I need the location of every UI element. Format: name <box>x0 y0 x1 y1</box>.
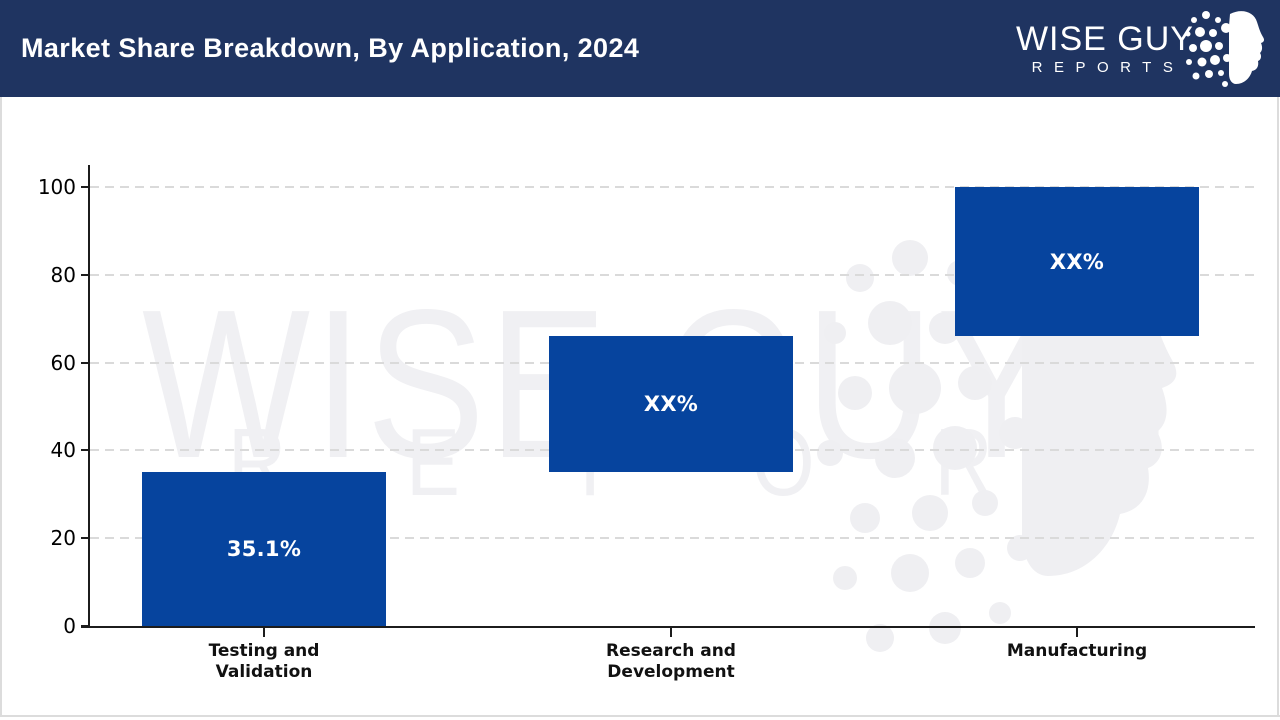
category-label-line: Research and <box>606 641 736 661</box>
category-label-line: Manufacturing <box>1006 641 1148 661</box>
category-label-line: Validation <box>215 662 313 682</box>
bar-value-label: XX% <box>1049 249 1105 274</box>
y-tick-label: 0 <box>63 614 76 638</box>
y-tick-label: 80 <box>50 262 76 287</box>
category-label-line: Development <box>607 662 735 682</box>
y-tick <box>81 273 88 276</box>
frame-left <box>0 97 2 717</box>
category-label: Research and Development <box>541 641 801 683</box>
page-title: Market Share Breakdown, By Application, … <box>21 33 640 63</box>
y-tick <box>81 449 88 452</box>
category-label: Manufacturing <box>947 641 1207 662</box>
y-tick-label: 40 <box>50 438 76 463</box>
y-tick-label: 20 <box>50 526 76 551</box>
bar-value-label: 35.1% <box>226 536 302 561</box>
market-share-bar: 35.1% <box>142 471 386 626</box>
y-axis-line <box>88 165 90 628</box>
x-tick <box>263 628 265 637</box>
logo-subtitle: REPORTS <box>1031 58 1185 76</box>
y-gridline <box>90 273 1258 276</box>
x-tick <box>670 628 672 637</box>
y-gridline <box>90 537 1258 540</box>
y-tick-label: 100 <box>37 175 76 199</box>
y-tick <box>81 186 88 188</box>
bar-value-label: XX% <box>643 391 699 416</box>
header-bar: Market Share Breakdown, By Application, … <box>0 0 1280 97</box>
category-label-line: Testing and <box>208 641 320 661</box>
y-tick <box>81 537 88 540</box>
y-gridline <box>90 186 1258 188</box>
market-share-bar: XX% <box>955 187 1199 337</box>
x-tick <box>1076 628 1078 637</box>
logo-wordmark: WISE GUY <box>1015 19 1194 58</box>
category-label: Testing and Validation <box>134 641 394 683</box>
y-tick-label: 60 <box>50 350 76 375</box>
market-share-chart: 0 20 40 60 80 100 35.1% XX% XX% Testing and Valida… <box>0 97 1280 717</box>
y-tick <box>81 361 88 364</box>
dotted-face-icon <box>1185 10 1265 87</box>
frame-right <box>1277 97 1279 717</box>
market-share-bar: XX% <box>549 336 793 472</box>
wise-guy-reports-logo: WISE GUY REPORTS <box>1016 6 1280 92</box>
frame-bottom <box>0 715 1280 717</box>
logo-text: WISE GUY REPORTS <box>1016 22 1194 76</box>
x-axis-line <box>81 626 1255 628</box>
